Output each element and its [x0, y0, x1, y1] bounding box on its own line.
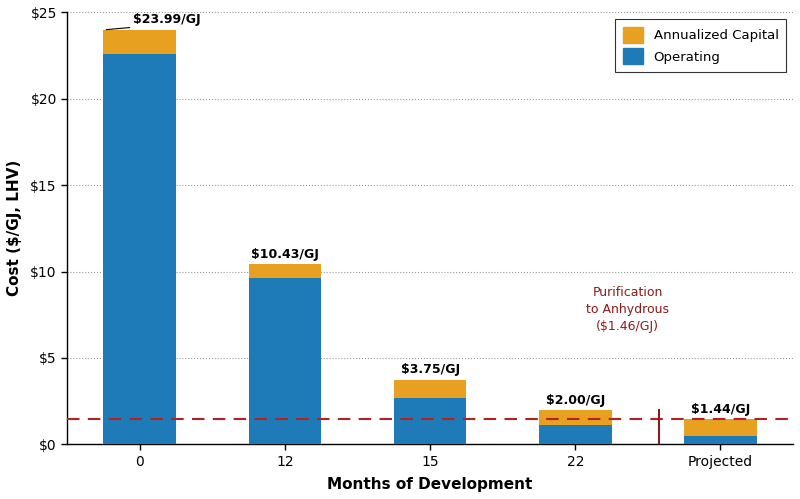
- Bar: [394, 380, 466, 398]
- Bar: [394, 398, 466, 444]
- Text: $2.00/GJ: $2.00/GJ: [546, 394, 605, 407]
- Text: $23.99/GJ: $23.99/GJ: [133, 13, 200, 26]
- Text: $1.44/GJ: $1.44/GJ: [691, 403, 750, 416]
- Text: Purification
to Anhydrous
($1.46/GJ): Purification to Anhydrous ($1.46/GJ): [586, 286, 669, 333]
- Y-axis label: Cost ($/GJ, LHV): Cost ($/GJ, LHV): [7, 160, 22, 296]
- Bar: [684, 420, 757, 436]
- Bar: [103, 54, 176, 444]
- Legend: Annualized Capital, Operating: Annualized Capital, Operating: [615, 19, 786, 72]
- Bar: [103, 30, 176, 54]
- Bar: [684, 436, 757, 444]
- Bar: [539, 410, 611, 425]
- Text: $3.75/GJ: $3.75/GJ: [401, 363, 460, 376]
- Text: $10.43/GJ: $10.43/GJ: [251, 248, 319, 261]
- Bar: [249, 278, 322, 444]
- Bar: [539, 425, 611, 444]
- Bar: [249, 264, 322, 278]
- X-axis label: Months of Development: Months of Development: [327, 477, 533, 492]
